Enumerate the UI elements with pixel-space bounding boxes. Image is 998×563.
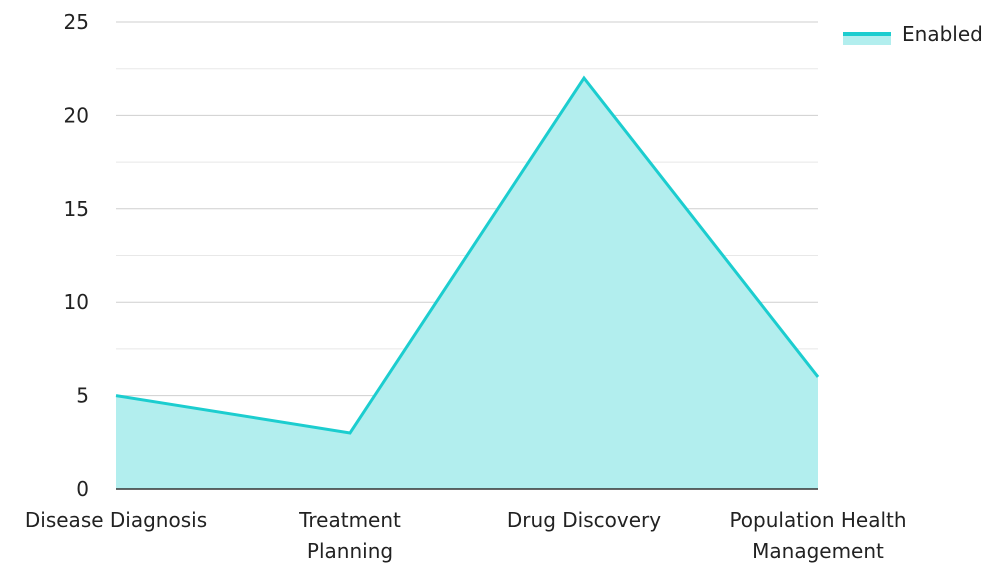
y-tick-label: 10 [64, 290, 89, 314]
y-tick-label: 15 [64, 197, 89, 221]
series-area-layer [115, 75, 820, 489]
x-tick-label: Population Health Management [729, 508, 906, 563]
x-axis-tick-labels: Disease Diagnosis Treatment Planning Drug D… [25, 508, 907, 563]
y-tick-label: 5 [76, 384, 89, 408]
y-tick-label: 20 [64, 103, 89, 127]
x-tick-label: Treatment Planning [298, 508, 401, 563]
legend[interactable]: Enabled [843, 22, 983, 46]
x-tick-label: Drug Discovery [507, 508, 661, 532]
y-tick-label: 0 [76, 477, 89, 501]
series-line-enabled [115, 75, 820, 435]
x-tick-label: Disease Diagnosis [25, 508, 207, 532]
y-axis-tick-labels: 0 5 10 15 20 25 [64, 10, 89, 501]
legend-label-enabled: Enabled [902, 22, 983, 46]
y-tick-label: 25 [64, 10, 89, 34]
series-area-enabled [116, 78, 818, 489]
legend-swatch-fill [843, 34, 891, 45]
